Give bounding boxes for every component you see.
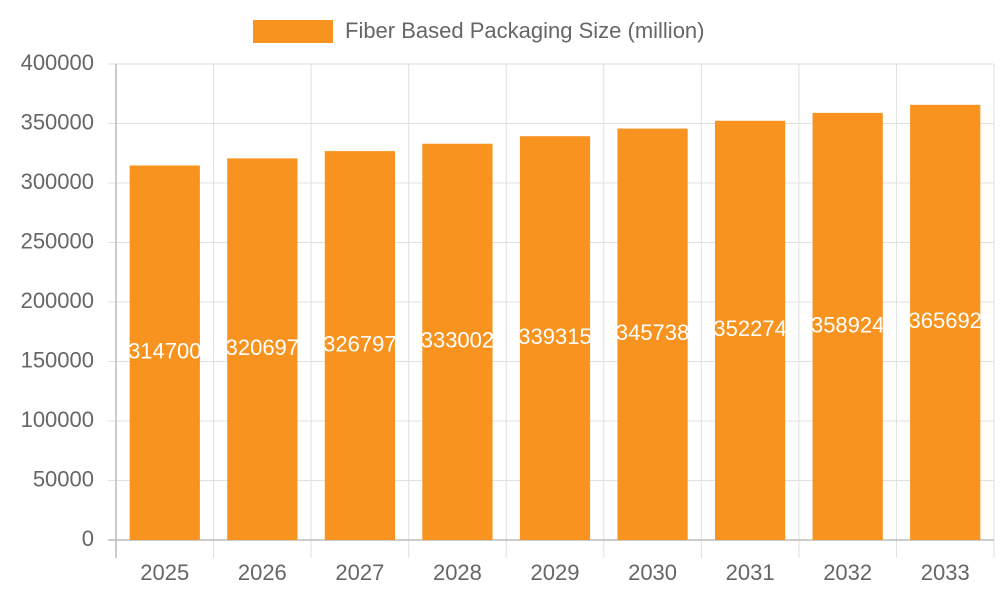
x-tick-label: 2025 xyxy=(140,560,189,585)
data-label: 333002 xyxy=(421,328,494,353)
bar xyxy=(714,120,786,540)
legend-swatch xyxy=(253,20,333,43)
y-tick-label: 50000 xyxy=(33,466,94,491)
x-tick-label: 2033 xyxy=(921,560,970,585)
data-label: 358924 xyxy=(811,312,884,337)
bar xyxy=(910,104,981,540)
bar xyxy=(227,158,298,540)
data-label: 352274 xyxy=(713,316,786,341)
x-tick-label: 2026 xyxy=(238,560,287,585)
legend-label: Fiber Based Packaging Size (million) xyxy=(345,18,705,43)
y-tick-label: 0 xyxy=(82,526,94,551)
y-tick-label: 200000 xyxy=(21,288,94,313)
x-tick-label: 2030 xyxy=(628,560,677,585)
data-label: 326797 xyxy=(323,331,396,356)
bar xyxy=(324,151,396,540)
bar xyxy=(519,136,591,540)
y-tick-label: 350000 xyxy=(21,109,94,134)
bar xyxy=(812,112,883,541)
data-label: 339315 xyxy=(518,324,591,349)
x-tick-label: 2032 xyxy=(823,560,872,585)
x-tick-label: 2031 xyxy=(726,560,775,585)
data-label: 365692 xyxy=(909,308,982,333)
bar xyxy=(422,143,493,541)
data-label: 320697 xyxy=(226,335,299,360)
x-tick-label: 2029 xyxy=(531,560,580,585)
data-label: 314700 xyxy=(128,339,201,364)
data-label: 345738 xyxy=(616,320,689,345)
bar xyxy=(617,128,688,540)
y-tick-label: 300000 xyxy=(21,169,94,194)
x-tick-label: 2028 xyxy=(433,560,482,585)
y-tick-label: 100000 xyxy=(21,407,94,432)
x-tick-label: 2027 xyxy=(335,560,384,585)
y-tick-label: 250000 xyxy=(21,228,94,253)
y-tick-label: 400000 xyxy=(21,50,94,75)
y-tick-label: 150000 xyxy=(21,347,94,372)
bar xyxy=(129,165,200,540)
